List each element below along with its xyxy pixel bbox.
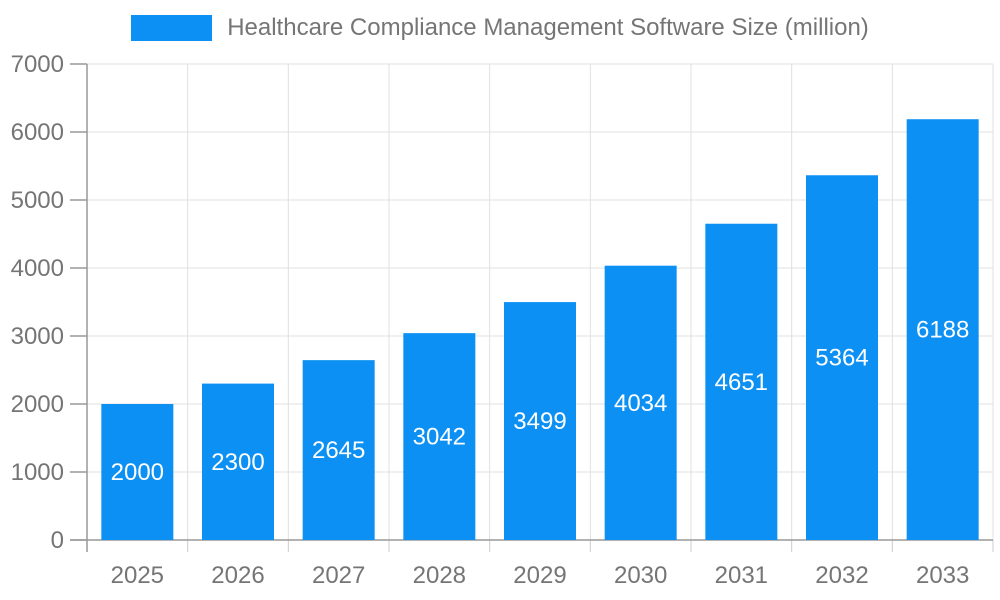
bar-value-label: 2300 [211,449,264,476]
y-axis-tick-label: 2000 [11,391,64,418]
x-axis-tick-label: 2031 [715,562,768,589]
bar-value-label: 2000 [111,459,164,486]
x-axis-tick-label: 2025 [111,562,164,589]
legend[interactable]: Healthcare Compliance Management Softwar… [0,14,1000,42]
x-axis-tick-label: 2033 [916,562,969,589]
bar[interactable] [806,175,878,541]
bar[interactable] [504,302,576,540]
x-axis-tick-label: 2032 [815,562,868,589]
legend-label: Healthcare Compliance Management Softwar… [227,14,869,41]
bar-value-label: 5364 [815,345,868,372]
bar[interactable] [302,360,375,540]
y-axis-tick-label: 5000 [11,187,64,214]
bar[interactable] [101,404,174,540]
y-axis-tick-label: 4000 [11,255,64,282]
bar-value-label: 3499 [513,408,566,435]
bar-value-label: 4034 [614,390,667,417]
bar[interactable] [202,383,274,540]
bar[interactable] [705,223,778,540]
bar[interactable] [604,265,677,540]
y-axis-tick-label: 7000 [11,51,64,78]
y-axis-tick-label: 6000 [11,119,64,146]
bar-value-label: 4651 [715,369,768,396]
x-axis-tick-label: 2030 [614,562,667,589]
bar[interactable] [403,333,476,540]
y-axis-tick-label: 1000 [11,459,64,486]
legend-swatch [131,15,213,41]
y-axis-tick-label: 0 [51,527,64,554]
x-axis-tick-label: 2026 [211,562,264,589]
bar-value-label: 6188 [916,317,969,344]
bar[interactable] [906,119,979,540]
x-axis-tick-label: 2028 [413,562,466,589]
x-axis-tick-label: 2029 [513,562,566,589]
bar-value-label: 3042 [413,424,466,451]
bar-value-label: 2645 [312,437,365,464]
y-axis-tick-label: 3000 [11,323,64,350]
x-axis-tick-label: 2027 [312,562,365,589]
